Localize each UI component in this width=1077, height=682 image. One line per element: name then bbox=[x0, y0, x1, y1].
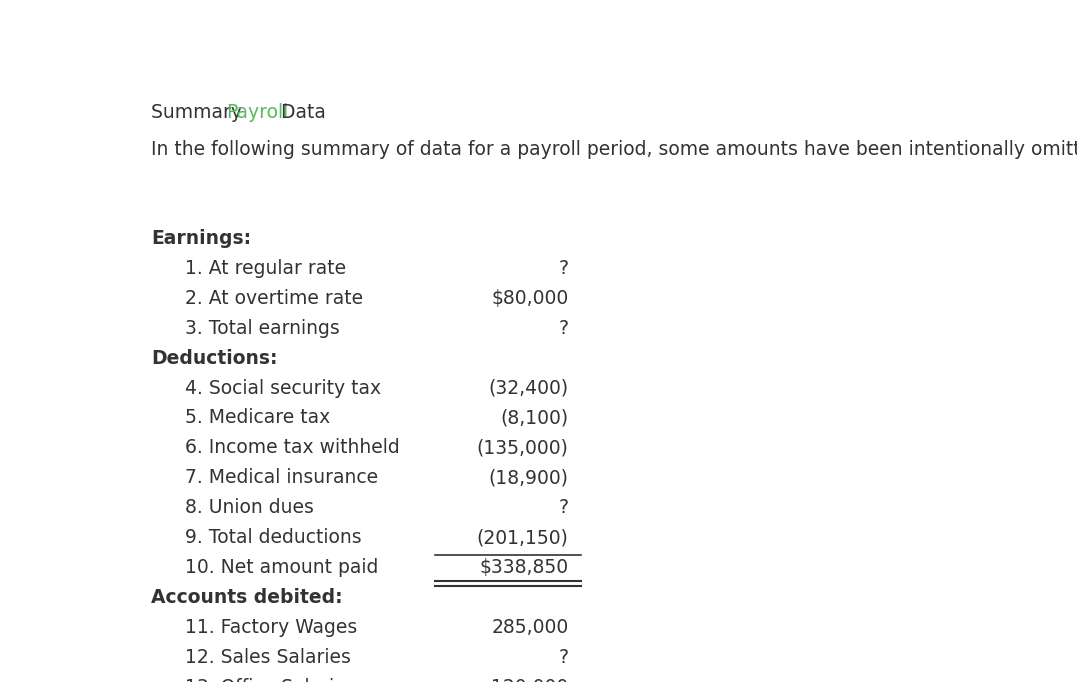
Text: 1. At regular rate: 1. At regular rate bbox=[185, 258, 346, 278]
Text: 6. Income tax withheld: 6. Income tax withheld bbox=[185, 439, 400, 458]
Text: 12. Sales Salaries: 12. Sales Salaries bbox=[185, 648, 351, 667]
Text: 13. Office Salaries: 13. Office Salaries bbox=[185, 678, 355, 682]
Text: (18,900): (18,900) bbox=[489, 469, 569, 488]
Text: 7. Medical insurance: 7. Medical insurance bbox=[185, 469, 378, 488]
Text: 3. Total earnings: 3. Total earnings bbox=[185, 318, 339, 338]
Text: 11. Factory Wages: 11. Factory Wages bbox=[185, 618, 356, 637]
Text: 9. Total deductions: 9. Total deductions bbox=[185, 529, 361, 547]
Text: $338,850: $338,850 bbox=[479, 558, 569, 577]
Text: Deductions:: Deductions: bbox=[151, 349, 278, 368]
Text: In the following summary of data for a payroll period, some amounts have been in: In the following summary of data for a p… bbox=[151, 140, 1077, 159]
Text: Payroll: Payroll bbox=[226, 103, 289, 122]
Text: 2. At overtime rate: 2. At overtime rate bbox=[185, 288, 363, 308]
Text: Data: Data bbox=[275, 103, 325, 122]
Text: Accounts debited:: Accounts debited: bbox=[151, 588, 342, 607]
Text: $80,000: $80,000 bbox=[491, 288, 569, 308]
Text: Summary: Summary bbox=[151, 103, 249, 122]
Text: (8,100): (8,100) bbox=[501, 409, 569, 428]
Text: 4. Social security tax: 4. Social security tax bbox=[185, 379, 381, 398]
Text: 120,000: 120,000 bbox=[491, 678, 569, 682]
Text: ?: ? bbox=[559, 258, 569, 278]
Text: (201,150): (201,150) bbox=[477, 529, 569, 547]
Text: (135,000): (135,000) bbox=[477, 439, 569, 458]
Text: (32,400): (32,400) bbox=[489, 379, 569, 398]
Text: 8. Union dues: 8. Union dues bbox=[185, 499, 313, 517]
Text: 10. Net amount paid: 10. Net amount paid bbox=[185, 558, 378, 577]
Text: ?: ? bbox=[559, 499, 569, 517]
Text: Earnings:: Earnings: bbox=[151, 229, 251, 248]
Text: ?: ? bbox=[559, 318, 569, 338]
Text: 5. Medicare tax: 5. Medicare tax bbox=[185, 409, 330, 428]
Text: 285,000: 285,000 bbox=[491, 618, 569, 637]
Text: ?: ? bbox=[559, 648, 569, 667]
